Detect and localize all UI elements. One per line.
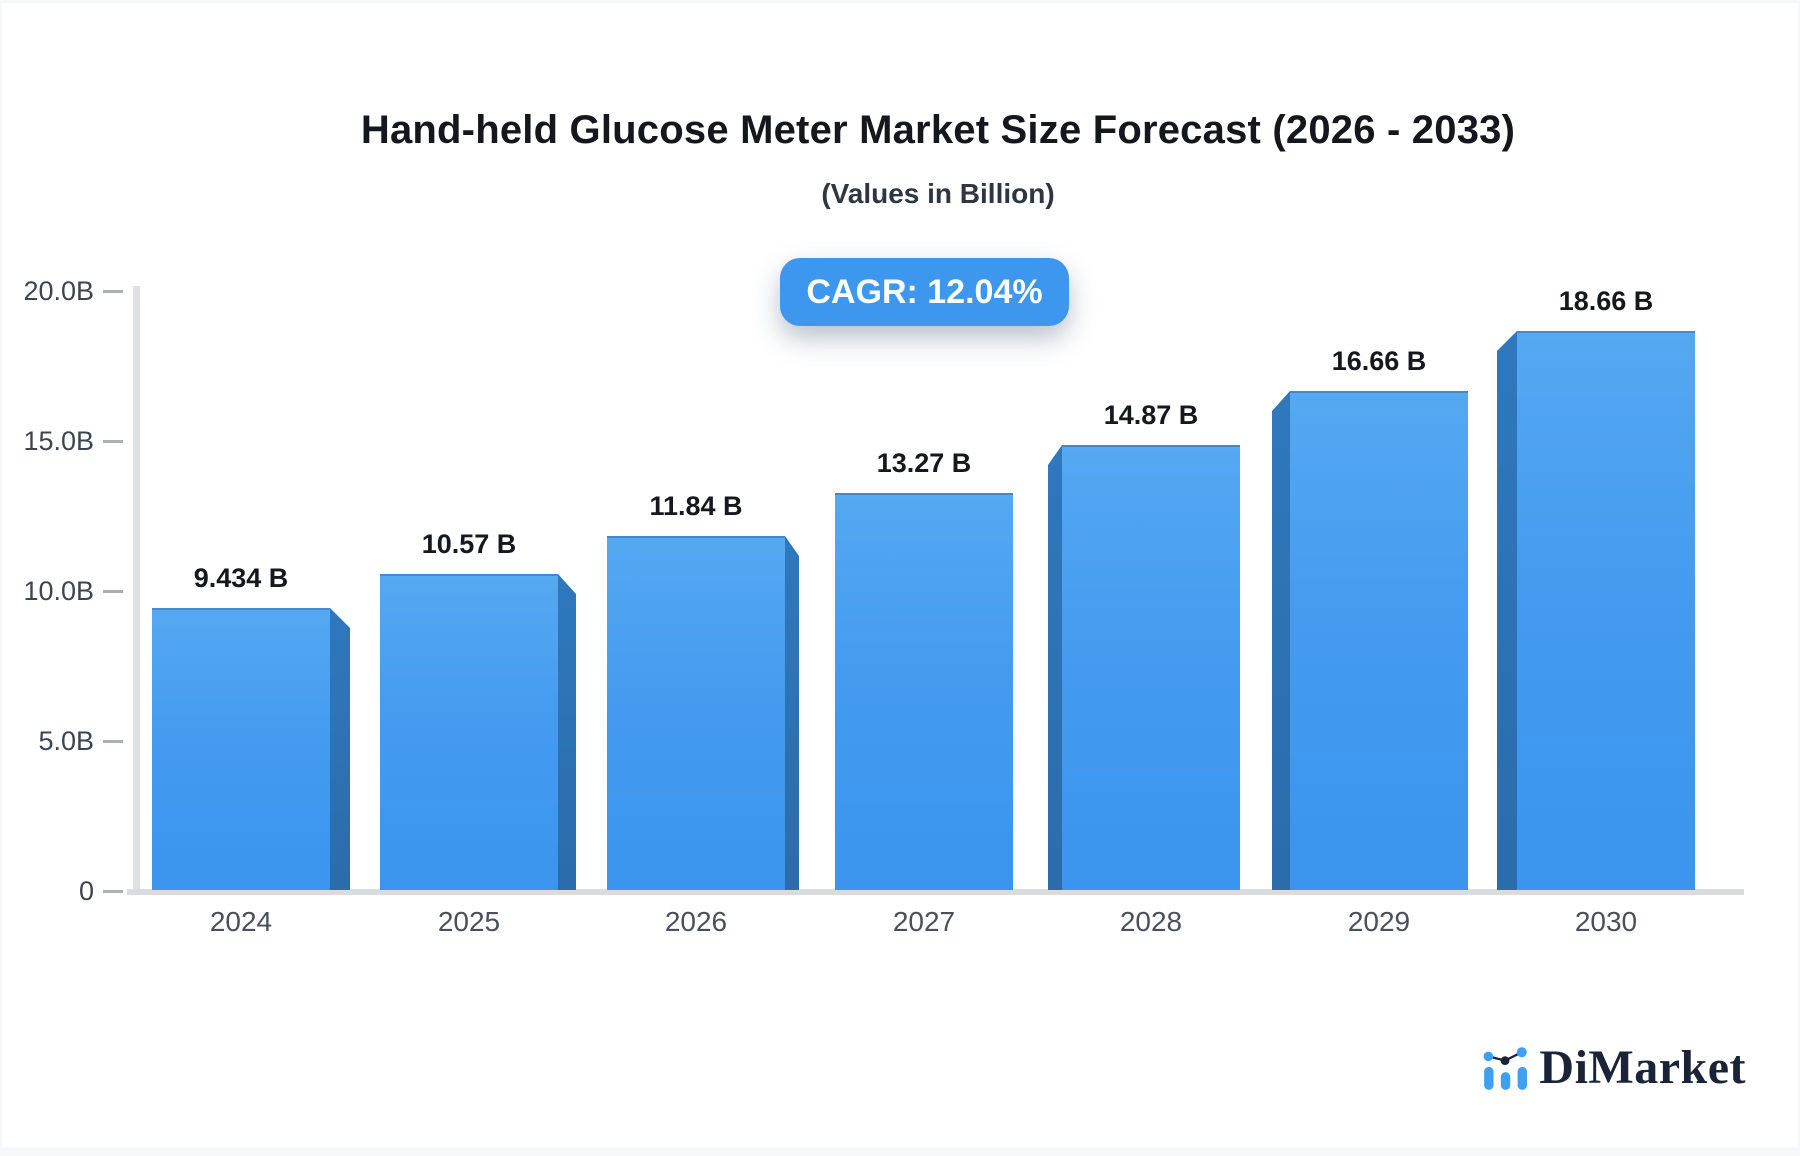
brand-logo: DiMarket: [1481, 1043, 1746, 1093]
y-axis-tick: [103, 439, 123, 443]
bar-side-face-2030: [1497, 331, 1517, 890]
bar-2030: [1517, 331, 1695, 890]
bar-2026: [607, 536, 785, 890]
y-axis-tick-label: 0: [78, 875, 94, 906]
chart-card: Hand-held Glucose Meter Market Size Fore…: [2, 3, 1798, 1147]
chart-title: Hand-held Glucose Meter Market Size Fore…: [360, 108, 1516, 152]
x-axis-label-2026: 2026: [664, 906, 728, 937]
bar-value-label-2025: 10.57 B: [421, 529, 517, 559]
x-axis-line: [127, 889, 1744, 895]
x-axis-label-2024: 2024: [209, 906, 273, 937]
bar-side-face-2026: [785, 536, 799, 890]
bar-2029: [1290, 391, 1468, 890]
bar-2027: [835, 493, 1013, 890]
bar-side-face-2028: [1048, 445, 1062, 890]
bar-value-label-2029: 16.66 B: [1331, 346, 1427, 376]
bar-value-label-2028: 14.87 B: [1103, 400, 1199, 430]
y-axis-tick: [103, 739, 123, 743]
x-axis-label-2027: 2027: [892, 906, 956, 937]
x-axis-label-2025: 2025: [437, 906, 501, 937]
bar-2028: [1062, 445, 1240, 890]
bar-value-label-2027: 13.27 B: [876, 448, 972, 478]
y-axis-line: [133, 286, 140, 895]
bar-value-label-2026: 11.84 B: [649, 491, 743, 521]
chart-subtitle: (Values in Billion): [821, 178, 1055, 209]
bar-value-label-2024: 9.434 B: [193, 563, 289, 593]
y-axis-tick: [103, 889, 123, 893]
y-axis-tick-label: 20.0B: [23, 275, 94, 306]
cagr-badge: CAGR: 12.04%: [780, 258, 1069, 326]
bar-chart-with-trend-dots-icon: [1483, 1047, 1528, 1090]
x-axis-label-2029: 2029: [1347, 906, 1411, 937]
y-axis-tick-label: 5.0B: [38, 725, 94, 756]
bar-2024: [152, 608, 330, 890]
y-axis-tick-label: 15.0B: [23, 425, 94, 456]
brand-logo-text: DiMarket: [1539, 1041, 1746, 1094]
bar-value-label-2030: 18.66 B: [1558, 286, 1654, 316]
y-axis-tick-label: 10.0B: [23, 575, 94, 606]
bar-side-face-2029: [1272, 391, 1290, 890]
x-axis-label-2028: 2028: [1119, 906, 1183, 937]
chart-header: Hand-held Glucose Meter Market Size Fore…: [132, 3, 1744, 211]
y-axis-tick: [103, 589, 123, 593]
y-axis-tick: [103, 289, 123, 293]
bar-side-face-2025: [558, 574, 576, 890]
x-axis-label-2030: 2030: [1574, 906, 1638, 937]
bar-side-face-2024: [330, 608, 350, 890]
bar-2025: [380, 574, 558, 890]
